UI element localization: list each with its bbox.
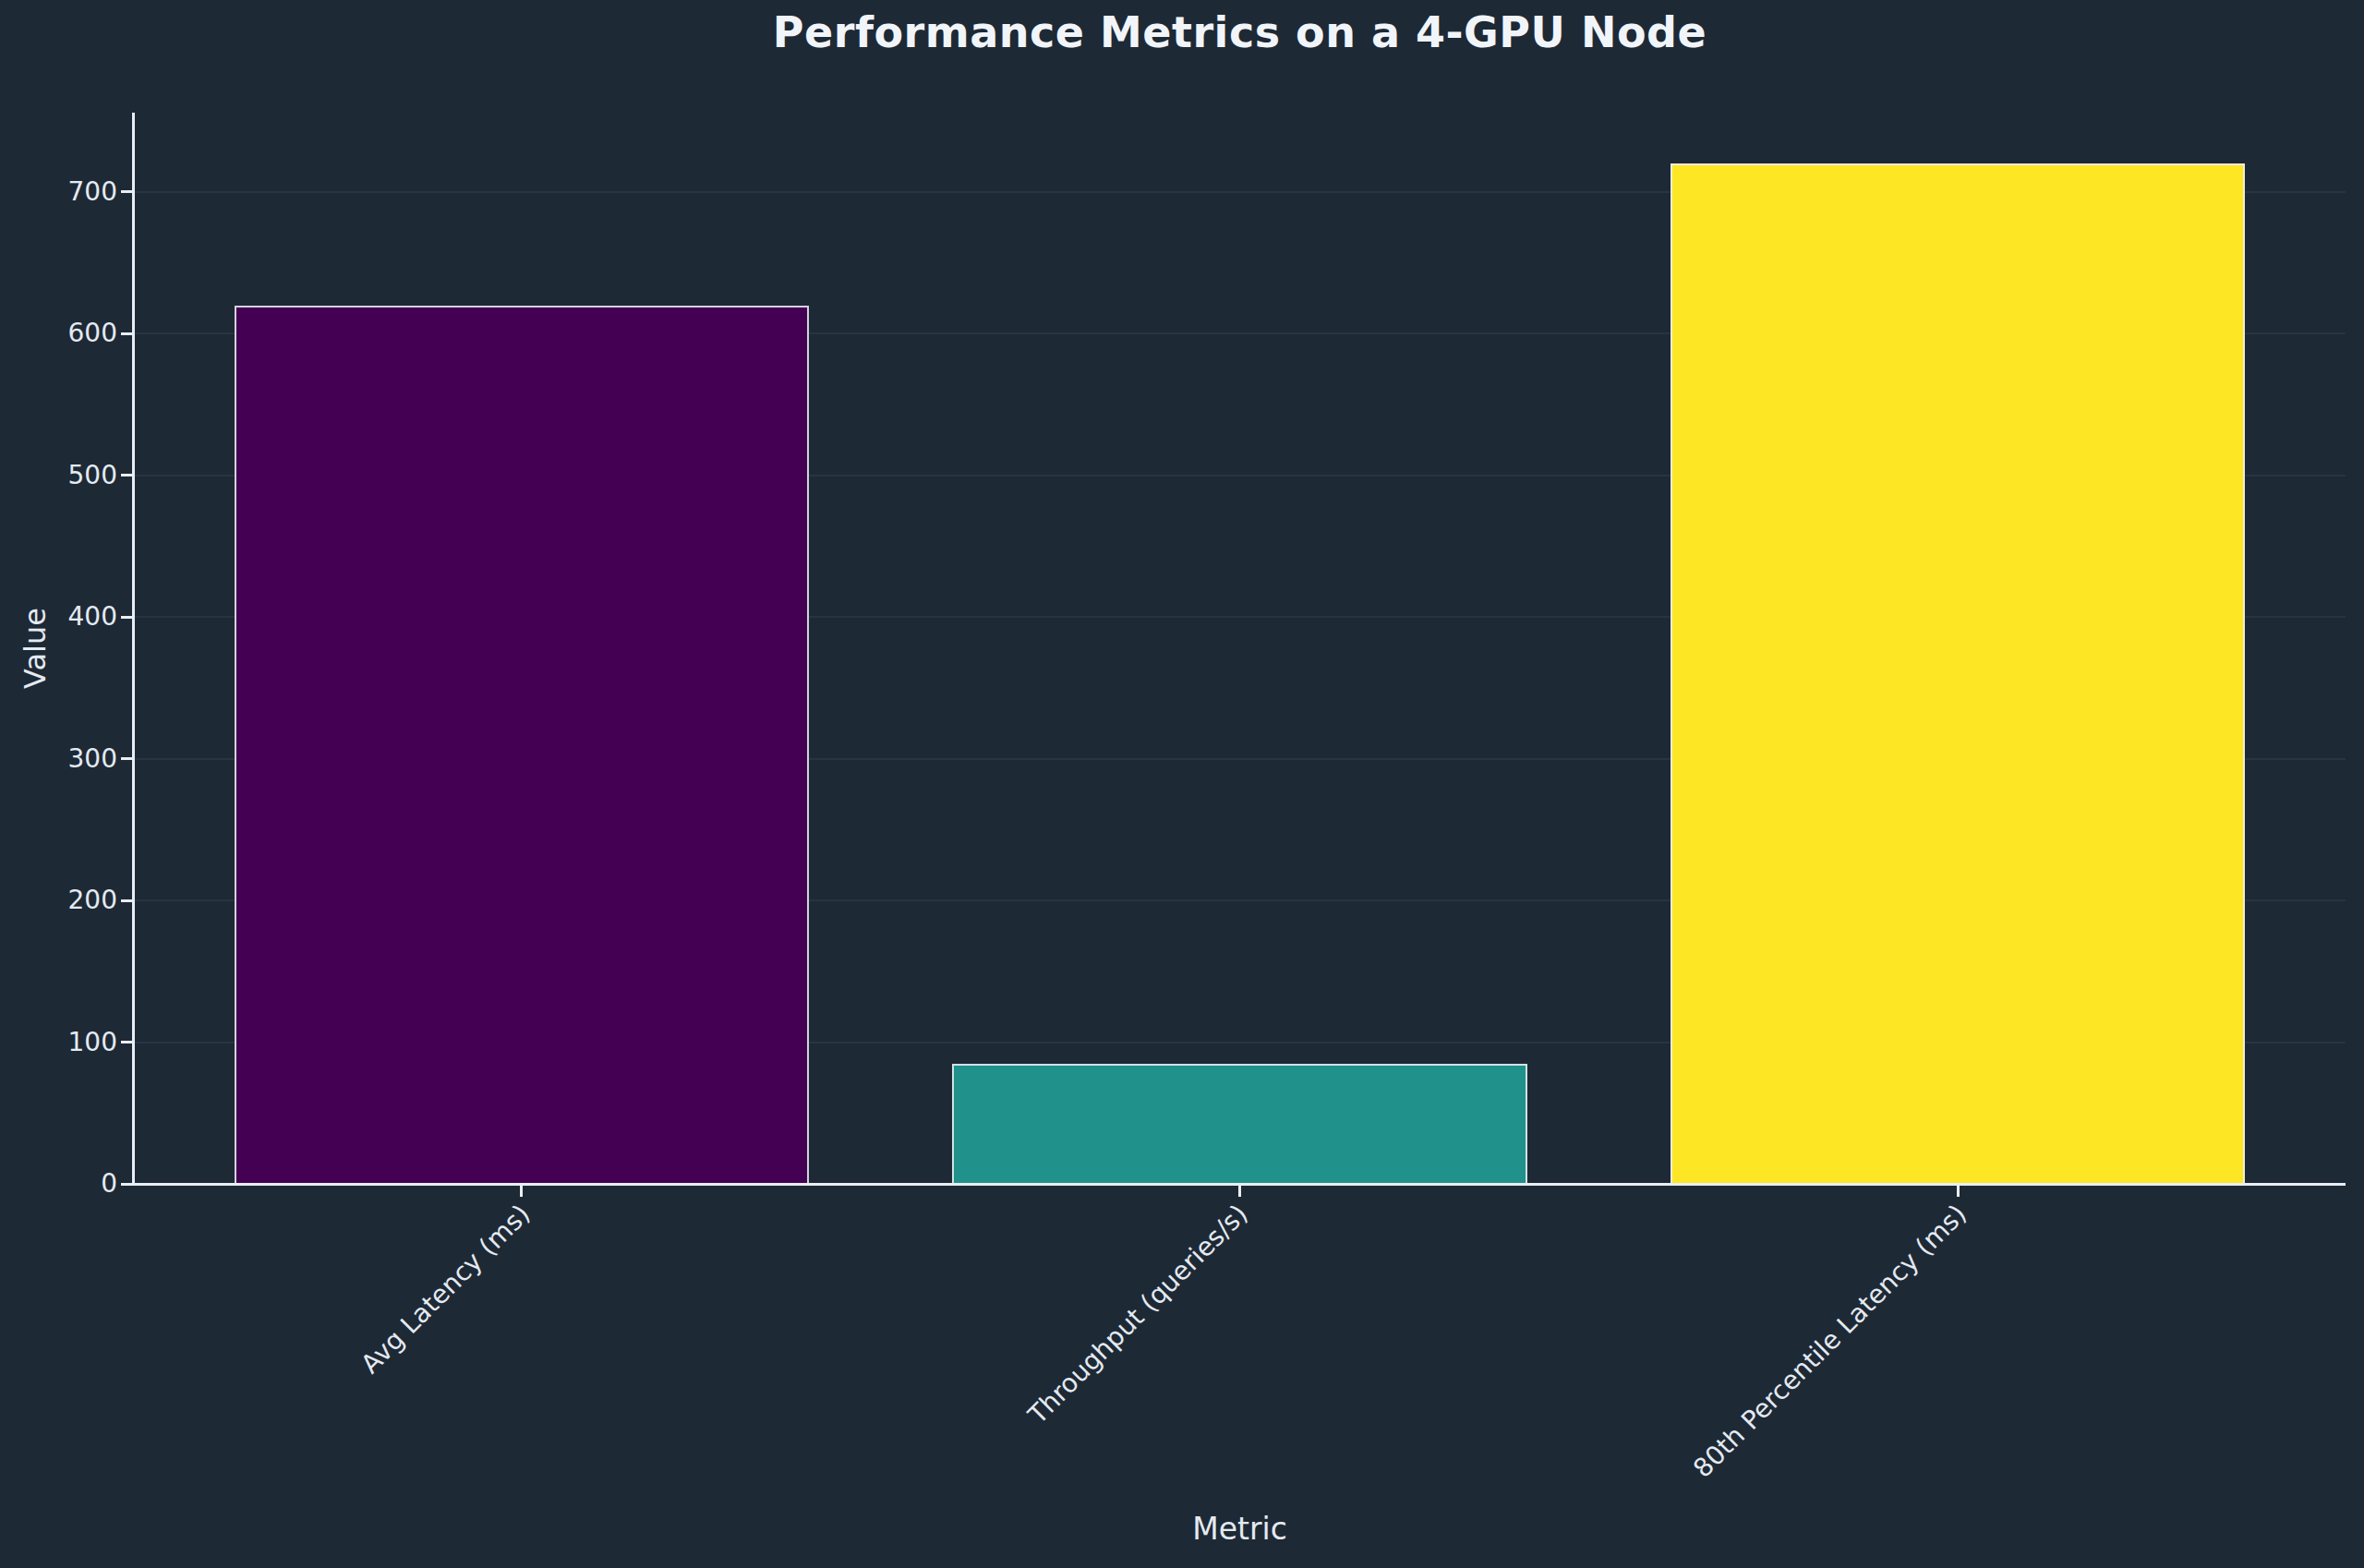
- x-tick-mark-1: [1238, 1186, 1241, 1197]
- chart-title: Performance Metrics on a 4-GPU Node: [134, 7, 2346, 57]
- y-tick-mark-300: [121, 757, 132, 760]
- x-axis-label: Metric: [134, 1511, 2346, 1547]
- x-tick-mark-0: [520, 1186, 523, 1197]
- plot-area: [134, 113, 2346, 1184]
- y-tick-label-300: 300: [16, 744, 117, 774]
- x-tick-label-1: Throughput (queries/s): [1022, 1199, 1254, 1430]
- y-tick-label-700: 700: [16, 177, 117, 207]
- bar-chart-figure: Performance Metrics on a 4-GPU Node Valu…: [0, 0, 2364, 1568]
- y-tick-mark-100: [121, 1041, 132, 1043]
- y-tick-mark-200: [121, 899, 132, 902]
- x-tick-label-0: Avg Latency (ms): [355, 1199, 537, 1381]
- y-tick-label-400: 400: [16, 602, 117, 632]
- y-tick-label-500: 500: [16, 461, 117, 490]
- x-tick-mark-2: [1957, 1186, 1960, 1197]
- bar-0: [235, 306, 809, 1184]
- y-tick-mark-400: [121, 616, 132, 619]
- bar-2: [1670, 163, 2245, 1184]
- y-tick-label-600: 600: [16, 319, 117, 348]
- y-tick-mark-600: [121, 332, 132, 335]
- y-tick-mark-0: [121, 1183, 132, 1186]
- y-tick-label-0: 0: [16, 1169, 117, 1199]
- y-tick-label-100: 100: [16, 1028, 117, 1057]
- y-axis-label: Value: [17, 556, 54, 741]
- y-tick-mark-700: [121, 190, 132, 193]
- y-tick-label-200: 200: [16, 886, 117, 915]
- bar-1: [952, 1064, 1526, 1184]
- x-tick-label-2: 80th Percentile Latency (ms): [1687, 1199, 1972, 1484]
- y-tick-mark-500: [121, 474, 132, 476]
- y-axis-line: [132, 113, 135, 1186]
